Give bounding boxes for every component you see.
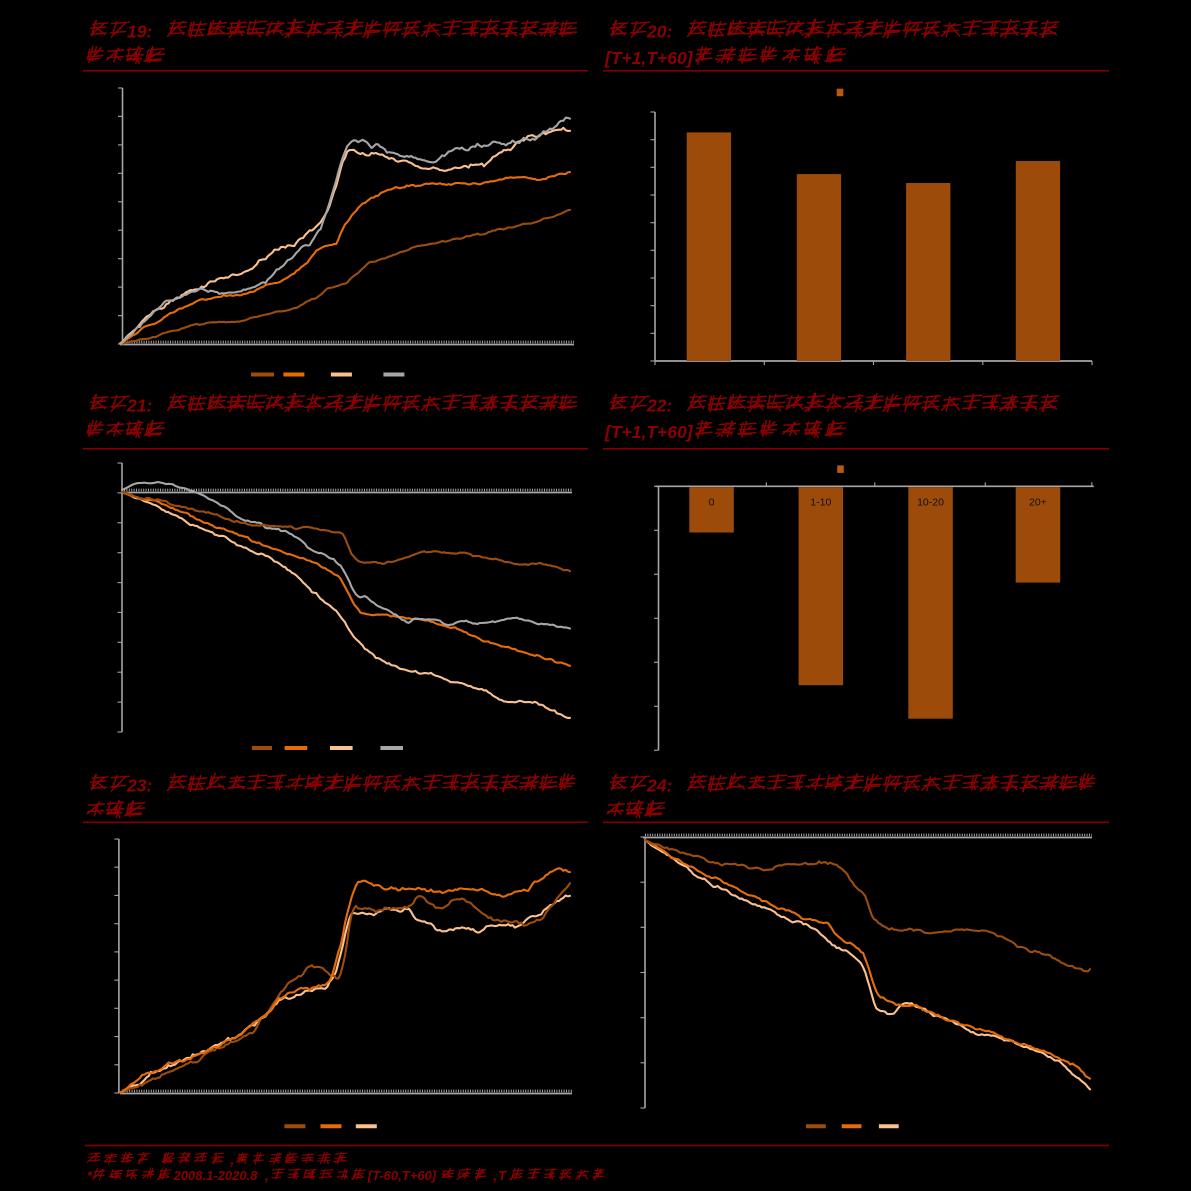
- svg-text:10-20: 10-20: [917, 497, 944, 509]
- svg-text:T: T: [498, 1168, 507, 1183]
- svg-text:20+: 20+: [1029, 497, 1047, 509]
- svg-text:1-10: 1-10: [810, 497, 831, 509]
- svg-text:[T+1,T+60]: [T+1,T+60]: [604, 48, 694, 68]
- svg-text:24:: 24:: [646, 776, 672, 796]
- svg-text:2008.1-2020.8: 2008.1-2020.8: [173, 1168, 259, 1183]
- svg-text:22:: 22:: [646, 396, 672, 416]
- svg-text:[T+1,T+60]: [T+1,T+60]: [604, 422, 694, 442]
- svg-text:*: *: [87, 1168, 93, 1183]
- svg-text:[T-60,T+60]: [T-60,T+60]: [367, 1168, 437, 1183]
- svg-text:21:: 21:: [126, 396, 152, 416]
- svg-text:0: 0: [709, 497, 715, 509]
- svg-text:23:: 23:: [126, 776, 152, 796]
- svg-text:20:: 20:: [646, 22, 672, 42]
- svg-text:19:: 19:: [127, 22, 152, 42]
